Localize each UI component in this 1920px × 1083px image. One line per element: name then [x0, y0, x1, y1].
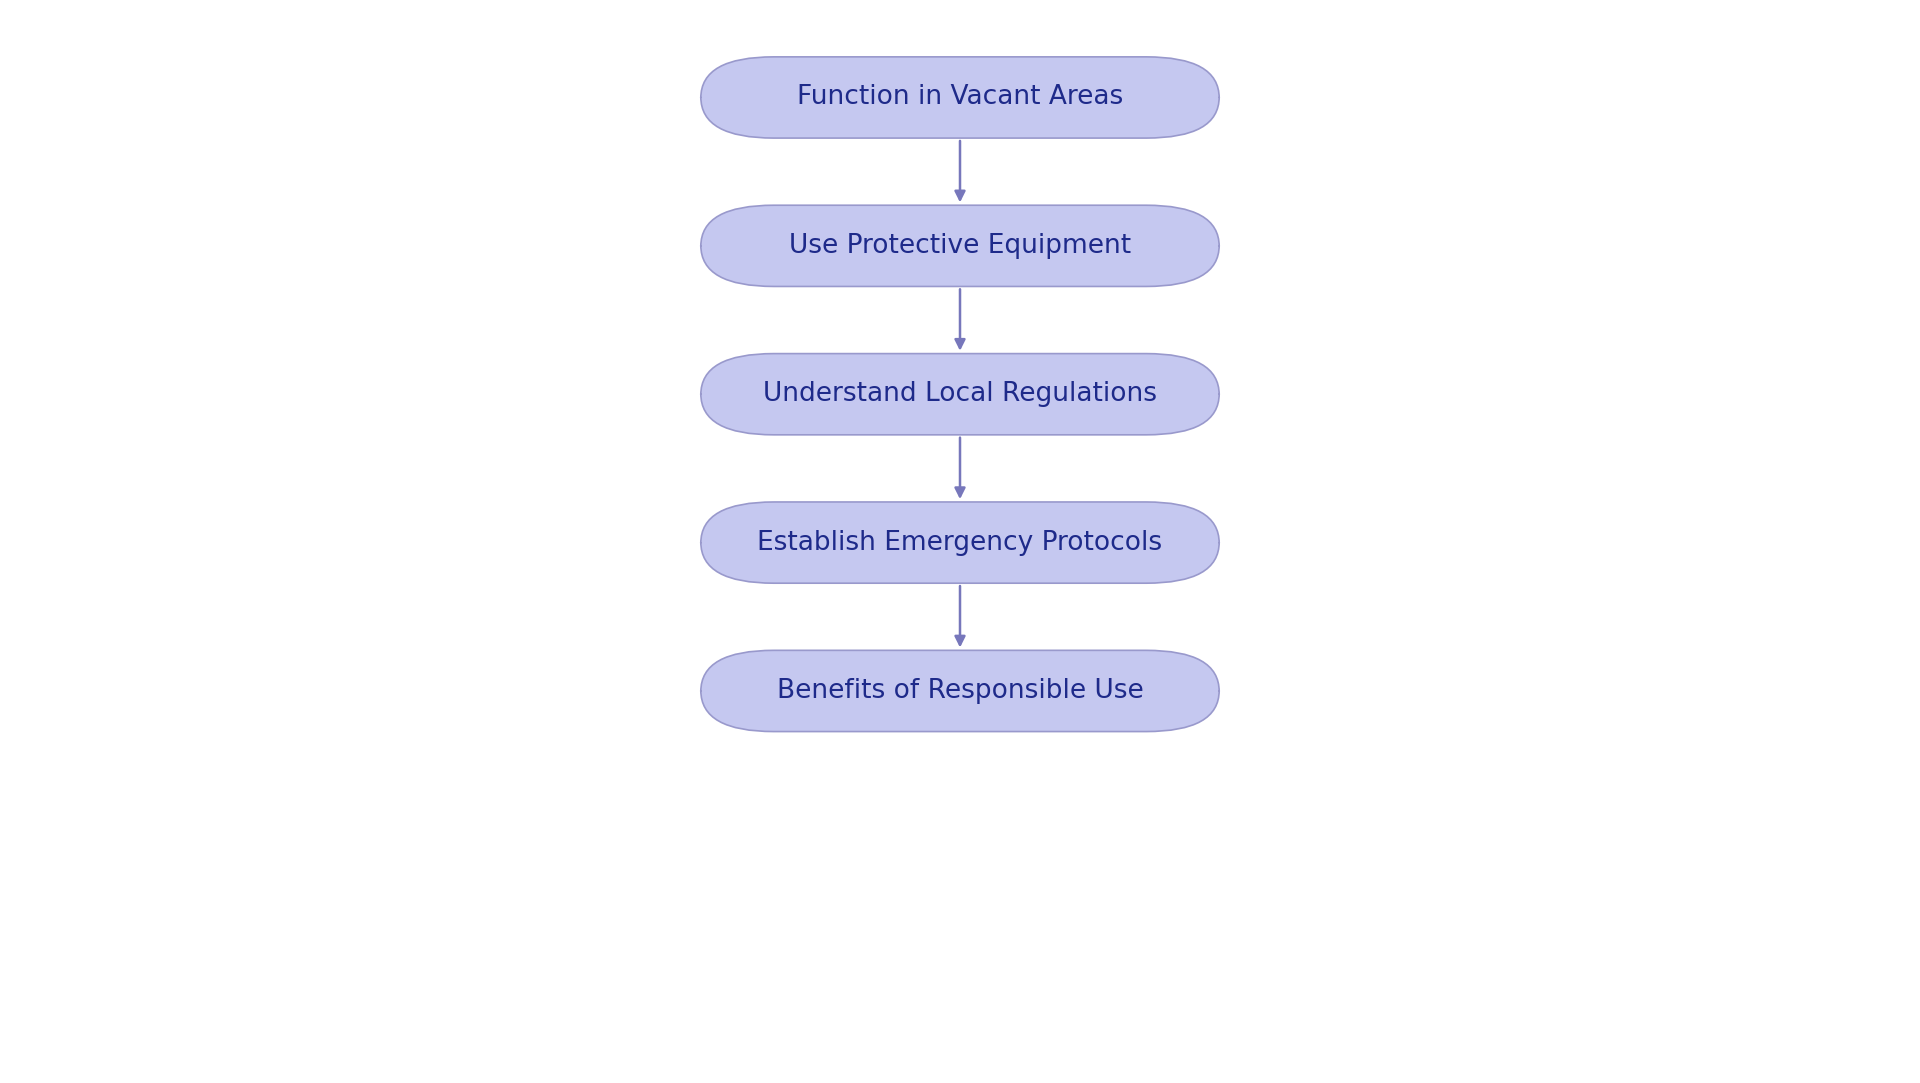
Text: Understand Local Regulations: Understand Local Regulations: [762, 381, 1158, 407]
Text: Establish Emergency Protocols: Establish Emergency Protocols: [756, 530, 1164, 556]
FancyBboxPatch shape: [701, 206, 1219, 286]
FancyBboxPatch shape: [701, 503, 1219, 583]
FancyBboxPatch shape: [701, 650, 1219, 732]
FancyBboxPatch shape: [701, 57, 1219, 139]
Text: Use Protective Equipment: Use Protective Equipment: [789, 233, 1131, 259]
Text: Benefits of Responsible Use: Benefits of Responsible Use: [776, 678, 1144, 704]
FancyBboxPatch shape: [701, 353, 1219, 434]
Text: Function in Vacant Areas: Function in Vacant Areas: [797, 84, 1123, 110]
